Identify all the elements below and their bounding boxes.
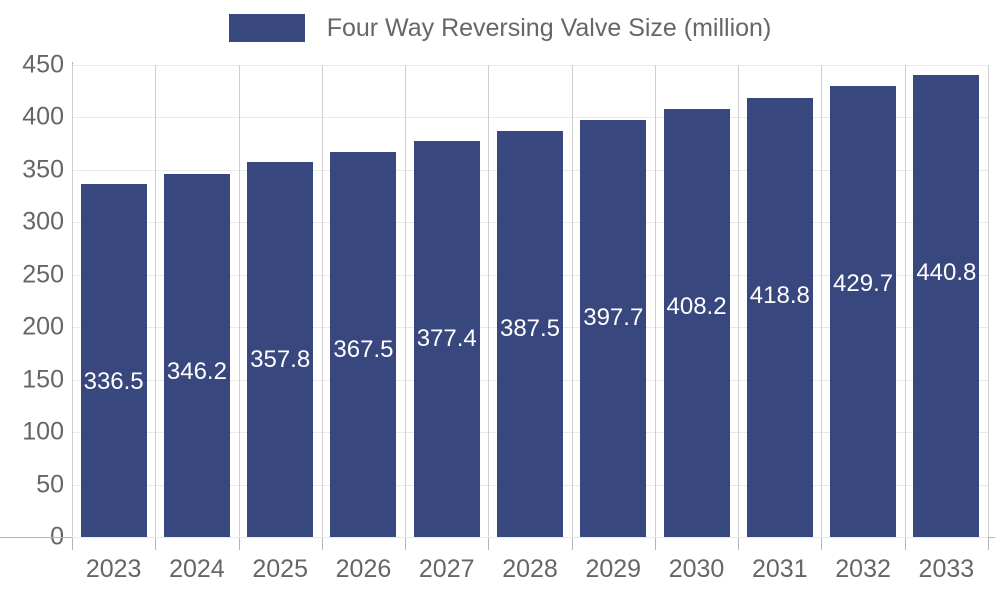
x-axis-tick-mark xyxy=(155,538,156,550)
gridline-vertical xyxy=(572,65,573,537)
x-axis-tick-mark xyxy=(572,538,573,550)
gridline-vertical xyxy=(488,65,489,537)
gridline-vertical xyxy=(905,65,906,537)
x-axis-tick-label: 2025 xyxy=(252,555,308,583)
gridline-vertical xyxy=(655,65,656,537)
x-axis-tick-label: 2032 xyxy=(835,555,891,583)
bar[interactable] xyxy=(580,119,647,537)
bar-value-label: 357.8 xyxy=(250,345,311,373)
x-axis-tick-label: 2026 xyxy=(335,555,392,583)
gridline-horizontal xyxy=(72,65,988,66)
gridline-vertical xyxy=(988,65,989,537)
bar[interactable] xyxy=(163,173,230,537)
x-axis-tick-label: 2029 xyxy=(585,555,642,583)
x-axis-tick-mark xyxy=(239,538,240,550)
y-axis-tick-label: 200 xyxy=(22,312,64,341)
gridline-vertical xyxy=(72,65,73,537)
y-axis-tick-label: 300 xyxy=(22,207,64,236)
x-axis-tick-mark xyxy=(821,538,822,550)
x-axis-tick-label: 2023 xyxy=(85,555,142,583)
x-axis-tick-mark xyxy=(72,538,73,550)
gridline-vertical xyxy=(821,65,822,537)
bar[interactable] xyxy=(80,184,147,537)
x-axis-tick-mark xyxy=(488,538,489,550)
y-axis-tick-label: 350 xyxy=(22,155,64,184)
bar-value-label: 377.4 xyxy=(416,325,477,353)
bar-value-label: 336.5 xyxy=(83,368,144,396)
y-axis-tick-label: 250 xyxy=(22,260,64,289)
bar[interactable] xyxy=(830,86,897,537)
y-axis-tick-label: 0 xyxy=(50,522,64,551)
bar[interactable] xyxy=(663,108,730,537)
bar[interactable] xyxy=(413,141,480,537)
x-axis-tick-mark xyxy=(738,538,739,550)
gridline-horizontal xyxy=(72,537,988,538)
bar[interactable] xyxy=(746,97,813,537)
x-axis-tick-label: 2024 xyxy=(169,555,225,583)
x-axis-tick-label: 2033 xyxy=(918,555,975,583)
y-axis-tick-label: 150 xyxy=(22,365,64,394)
x-axis-tick-mark xyxy=(988,538,989,550)
bar-value-label: 387.5 xyxy=(499,314,561,342)
x-axis-tick-label: 2028 xyxy=(502,555,558,583)
y-axis-tick-label: 400 xyxy=(22,102,64,131)
gridline-horizontal xyxy=(72,117,988,119)
gridline-vertical xyxy=(738,65,739,537)
x-axis-tick-label: 2027 xyxy=(418,555,475,583)
bar-value-label: 429.7 xyxy=(833,270,894,298)
bar-value-label: 440.8 xyxy=(916,258,977,286)
y-axis-tick-labels: 0 50 100 150 200 250 300 350 400 450 xyxy=(0,0,64,600)
legend-label-four-way-reversing-valve-size[interactable]: Four Way Reversing Valve Size (million) xyxy=(326,13,772,42)
gridline-vertical xyxy=(405,65,406,537)
bar-value-label: 408.2 xyxy=(666,292,727,320)
bar-value-label: 418.8 xyxy=(749,281,810,309)
chart-legend: Four Way Reversing Valve Size (million) xyxy=(0,0,1000,56)
legend-swatch-four-way-reversing-valve-size[interactable] xyxy=(228,14,305,42)
gridline-vertical xyxy=(239,65,240,537)
y-axis-tick-label: 50 xyxy=(36,470,64,499)
y-axis-tick-label: 100 xyxy=(22,417,64,446)
bar-value-label: 397.7 xyxy=(583,303,644,331)
gridline-vertical xyxy=(155,65,156,537)
x-axis-tick-mark xyxy=(655,538,656,550)
x-axis-tick-label: 2031 xyxy=(752,555,808,583)
x-axis-tick-mark xyxy=(322,538,323,550)
bar[interactable] xyxy=(330,151,397,537)
gridline-vertical xyxy=(322,65,323,537)
x-axis-tick-mark xyxy=(905,538,906,550)
bar[interactable] xyxy=(497,130,563,537)
x-axis-tick-label: 2030 xyxy=(668,555,725,583)
x-axis-tick-mark xyxy=(405,538,406,550)
bar-value-label: 346.2 xyxy=(166,357,227,385)
y-axis-tick-label: 450 xyxy=(22,50,64,79)
bar-value-label: 367.5 xyxy=(333,335,394,363)
bar[interactable] xyxy=(913,74,980,537)
bar[interactable] xyxy=(247,161,314,537)
plot-area: 336.5 346.2 357.8 367.5 377.4 387.5 397.7 408.2… xyxy=(72,65,989,538)
